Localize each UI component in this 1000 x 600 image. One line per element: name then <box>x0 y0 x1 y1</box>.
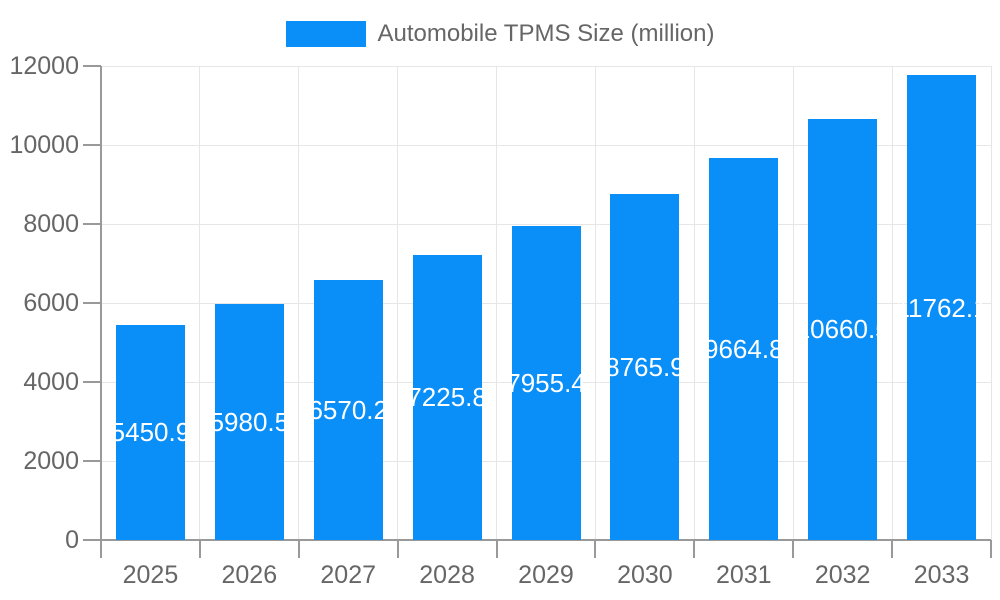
y-axis-line <box>100 66 102 558</box>
x-tick-label: 2031 <box>715 561 772 589</box>
bar <box>808 118 878 540</box>
bar <box>907 75 977 540</box>
gridline-h <box>101 65 991 67</box>
legend: Automobile TPMS Size (million) <box>0 20 1000 48</box>
y-tick <box>83 539 101 541</box>
x-axis-line <box>101 539 991 541</box>
bar <box>115 324 185 540</box>
y-tick-label: 4000 <box>23 368 79 396</box>
y-tick <box>83 381 101 383</box>
gridline-v <box>298 66 300 540</box>
x-tick-label: 2033 <box>913 561 970 589</box>
x-tick-label: 2025 <box>122 561 179 589</box>
x-tick <box>891 540 894 558</box>
x-tick <box>693 540 696 558</box>
gridline-v <box>891 66 893 540</box>
bar <box>313 280 383 540</box>
y-tick-label: 6000 <box>23 289 79 317</box>
y-tick <box>83 144 101 146</box>
y-tick-label: 2000 <box>23 447 79 475</box>
x-tick-label: 2032 <box>814 561 871 589</box>
gridline-v <box>990 66 992 540</box>
bar <box>214 303 284 540</box>
x-tick <box>198 540 201 558</box>
gridline-v <box>397 66 399 540</box>
y-tick-label: 10000 <box>9 131 79 159</box>
y-tick-label: 12000 <box>9 52 79 80</box>
x-tick-label: 2029 <box>518 561 574 589</box>
gridline-v <box>199 66 201 540</box>
bar <box>511 225 581 540</box>
x-tick <box>990 540 992 558</box>
legend-label: Automobile TPMS Size (million) <box>377 20 715 47</box>
gridline-h <box>101 144 991 146</box>
y-tick <box>83 223 101 225</box>
x-tick <box>594 540 597 558</box>
gridline-v <box>693 66 695 540</box>
bar <box>709 158 779 540</box>
x-tick <box>297 540 300 558</box>
bar <box>610 193 680 540</box>
x-tick <box>495 540 498 558</box>
x-tick-label: 2028 <box>419 561 475 589</box>
x-tick <box>792 540 795 558</box>
gridline-h <box>101 223 991 225</box>
y-tick <box>83 302 101 304</box>
x-tick-label: 2027 <box>320 561 377 589</box>
bar <box>412 254 482 540</box>
y-tick <box>83 65 101 67</box>
legend-swatch <box>285 21 366 47</box>
gridline-v <box>792 66 794 540</box>
gridline-v <box>496 66 498 540</box>
x-tick-label: 2030 <box>617 561 673 589</box>
y-tick-label: 8000 <box>23 210 79 238</box>
y-tick <box>83 460 101 462</box>
x-tick-label: 2026 <box>221 561 278 589</box>
x-tick <box>396 540 399 558</box>
gridline-v <box>594 66 596 540</box>
y-tick-label: 0 <box>65 526 79 554</box>
